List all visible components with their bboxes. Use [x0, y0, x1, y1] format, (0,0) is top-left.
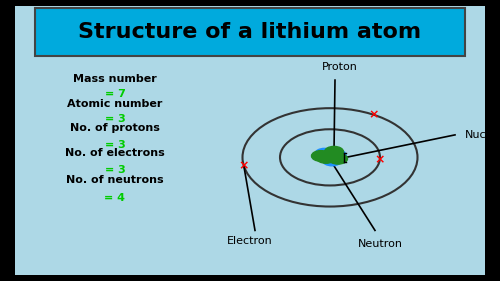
- Text: ×: ×: [368, 108, 379, 121]
- Circle shape: [316, 153, 336, 163]
- Text: ×: ×: [374, 153, 385, 166]
- Circle shape: [315, 148, 334, 159]
- Circle shape: [328, 153, 347, 164]
- Text: = 7: = 7: [104, 89, 126, 99]
- Text: Mass number: Mass number: [73, 74, 157, 84]
- FancyBboxPatch shape: [15, 6, 485, 275]
- FancyBboxPatch shape: [35, 8, 465, 56]
- Text: Proton: Proton: [322, 62, 358, 72]
- Text: No. of electrons: No. of electrons: [65, 148, 165, 158]
- Circle shape: [324, 146, 344, 157]
- Text: Neutron: Neutron: [358, 239, 403, 249]
- Circle shape: [322, 155, 342, 166]
- Text: No. of neutrons: No. of neutrons: [66, 175, 164, 185]
- Text: Atomic number: Atomic number: [68, 99, 162, 109]
- Text: Electron: Electron: [227, 236, 273, 246]
- Circle shape: [327, 150, 346, 160]
- Text: = 4: = 4: [104, 193, 126, 203]
- Text: ×: ×: [238, 159, 249, 173]
- Circle shape: [312, 151, 330, 161]
- Text: = 3: = 3: [104, 140, 126, 150]
- Text: No. of protons: No. of protons: [70, 123, 160, 133]
- Text: = 3: = 3: [104, 165, 126, 175]
- Text: Nucleus: Nucleus: [465, 130, 500, 140]
- Text: Structure of a lithium atom: Structure of a lithium atom: [78, 22, 422, 42]
- Text: = 3: = 3: [104, 114, 126, 124]
